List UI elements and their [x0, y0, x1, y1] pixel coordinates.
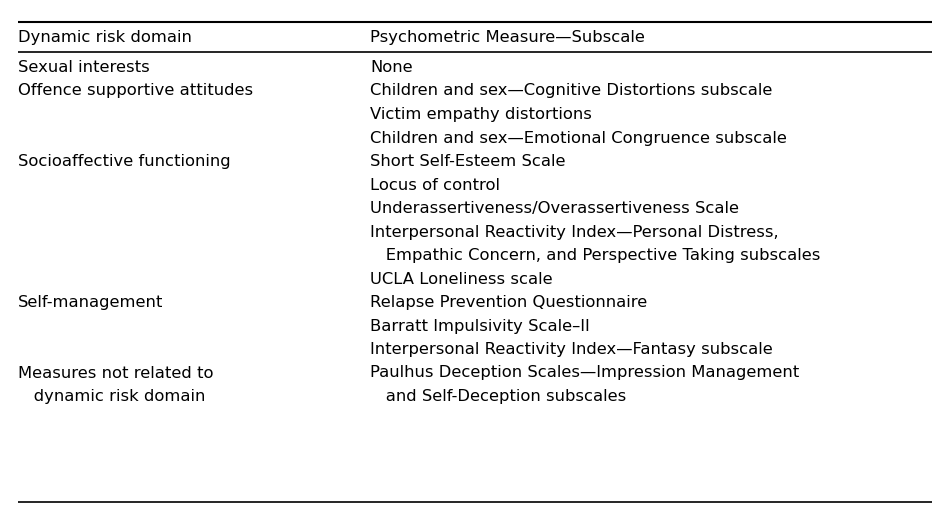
- Text: and Self-Deception subscales: and Self-Deception subscales: [370, 389, 626, 404]
- Text: Self-management: Self-management: [18, 295, 163, 310]
- Text: Dynamic risk domain: Dynamic risk domain: [18, 30, 192, 45]
- Text: Empathic Concern, and Perspective Taking subscales: Empathic Concern, and Perspective Taking…: [370, 248, 821, 263]
- Text: Interpersonal Reactivity Index—Fantasy subscale: Interpersonal Reactivity Index—Fantasy s…: [370, 342, 772, 357]
- Text: Children and sex—Emotional Congruence subscale: Children and sex—Emotional Congruence su…: [370, 131, 787, 145]
- Text: dynamic risk domain: dynamic risk domain: [18, 389, 205, 404]
- Text: Measures not related to: Measures not related to: [18, 365, 214, 380]
- Text: Short Self-Esteem Scale: Short Self-Esteem Scale: [370, 154, 565, 169]
- Text: Paulhus Deception Scales—Impression Management: Paulhus Deception Scales—Impression Mana…: [370, 365, 799, 380]
- Text: Socioaffective functioning: Socioaffective functioning: [18, 154, 231, 169]
- Text: Psychometric Measure—Subscale: Psychometric Measure—Subscale: [370, 30, 645, 45]
- Text: None: None: [370, 60, 412, 75]
- Text: Relapse Prevention Questionnaire: Relapse Prevention Questionnaire: [370, 295, 647, 310]
- Text: Offence supportive attitudes: Offence supportive attitudes: [18, 83, 253, 99]
- Text: Interpersonal Reactivity Index—Personal Distress,: Interpersonal Reactivity Index—Personal …: [370, 225, 779, 240]
- Text: Children and sex—Cognitive Distortions subscale: Children and sex—Cognitive Distortions s…: [370, 83, 772, 99]
- Text: Locus of control: Locus of control: [370, 177, 500, 193]
- Text: Barratt Impulsivity Scale–II: Barratt Impulsivity Scale–II: [370, 319, 590, 334]
- Text: Underassertiveness/Overassertiveness Scale: Underassertiveness/Overassertiveness Sca…: [370, 201, 739, 216]
- Text: UCLA Loneliness scale: UCLA Loneliness scale: [370, 271, 553, 286]
- Text: Victim empathy distortions: Victim empathy distortions: [370, 107, 592, 122]
- Text: Sexual interests: Sexual interests: [18, 60, 150, 75]
